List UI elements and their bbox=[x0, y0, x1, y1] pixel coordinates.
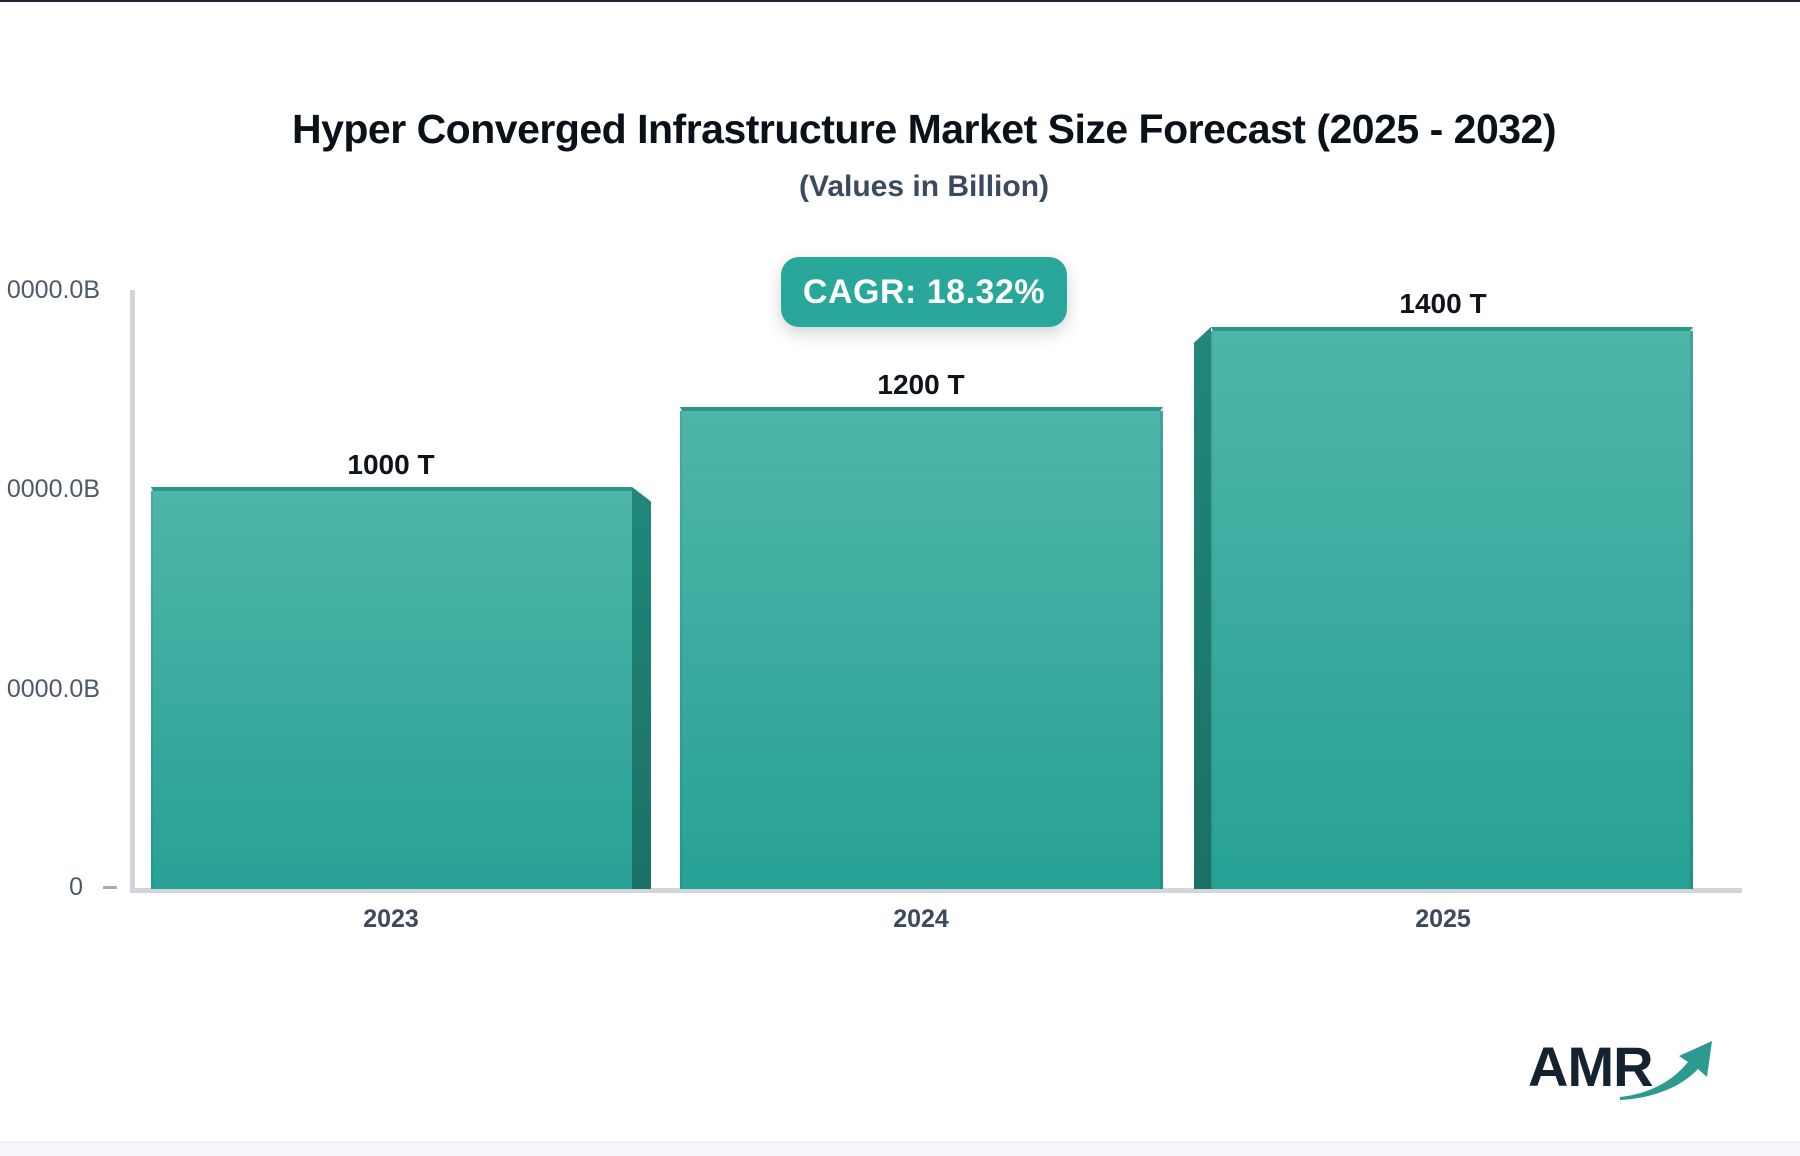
y-tick-label-1: 0000.0B bbox=[6, 675, 100, 703]
bar-2025-side-3d bbox=[1194, 327, 1211, 889]
x-tick-label-2025: 2025 bbox=[1415, 905, 1471, 933]
amr-logo: AMR bbox=[1528, 1034, 1718, 1106]
cagr-label: CAGR: 18.32% bbox=[802, 272, 1046, 311]
chart-title: Hyper Converged Infrastructure Market Si… bbox=[291, 106, 1557, 152]
x-tick-label-2024: 2024 bbox=[893, 905, 949, 933]
y-tick-label-3: 0000.0B bbox=[6, 276, 100, 304]
y-axis-line bbox=[130, 290, 135, 893]
cagr-badge: CAGR: 18.32% bbox=[781, 257, 1067, 327]
x-axis-line bbox=[130, 888, 1742, 893]
y-tick-label-2: 0000.0B bbox=[6, 475, 100, 503]
bar-value-label-2023: 1000 T bbox=[347, 449, 435, 480]
x-tick-label-2023: 2023 bbox=[363, 905, 419, 933]
bar-2024[interactable] bbox=[680, 407, 1163, 889]
amr-logo-text: AMR bbox=[1528, 1035, 1654, 1098]
bar-2023[interactable] bbox=[151, 487, 632, 889]
bar-2023-side-3d bbox=[632, 487, 651, 889]
growth-arrow-icon bbox=[1620, 1041, 1712, 1100]
chart-subtitle: (Values in Billion) bbox=[798, 170, 1050, 203]
zero-tick-mark bbox=[103, 886, 117, 889]
y-tick-label-zero: 0 bbox=[69, 873, 83, 901]
bar-2025[interactable] bbox=[1211, 327, 1693, 889]
bar-value-label-2025: 1400 T bbox=[1399, 288, 1487, 319]
footer-strip bbox=[0, 1142, 1800, 1156]
bar-value-label-2024: 1200 T bbox=[877, 369, 965, 400]
